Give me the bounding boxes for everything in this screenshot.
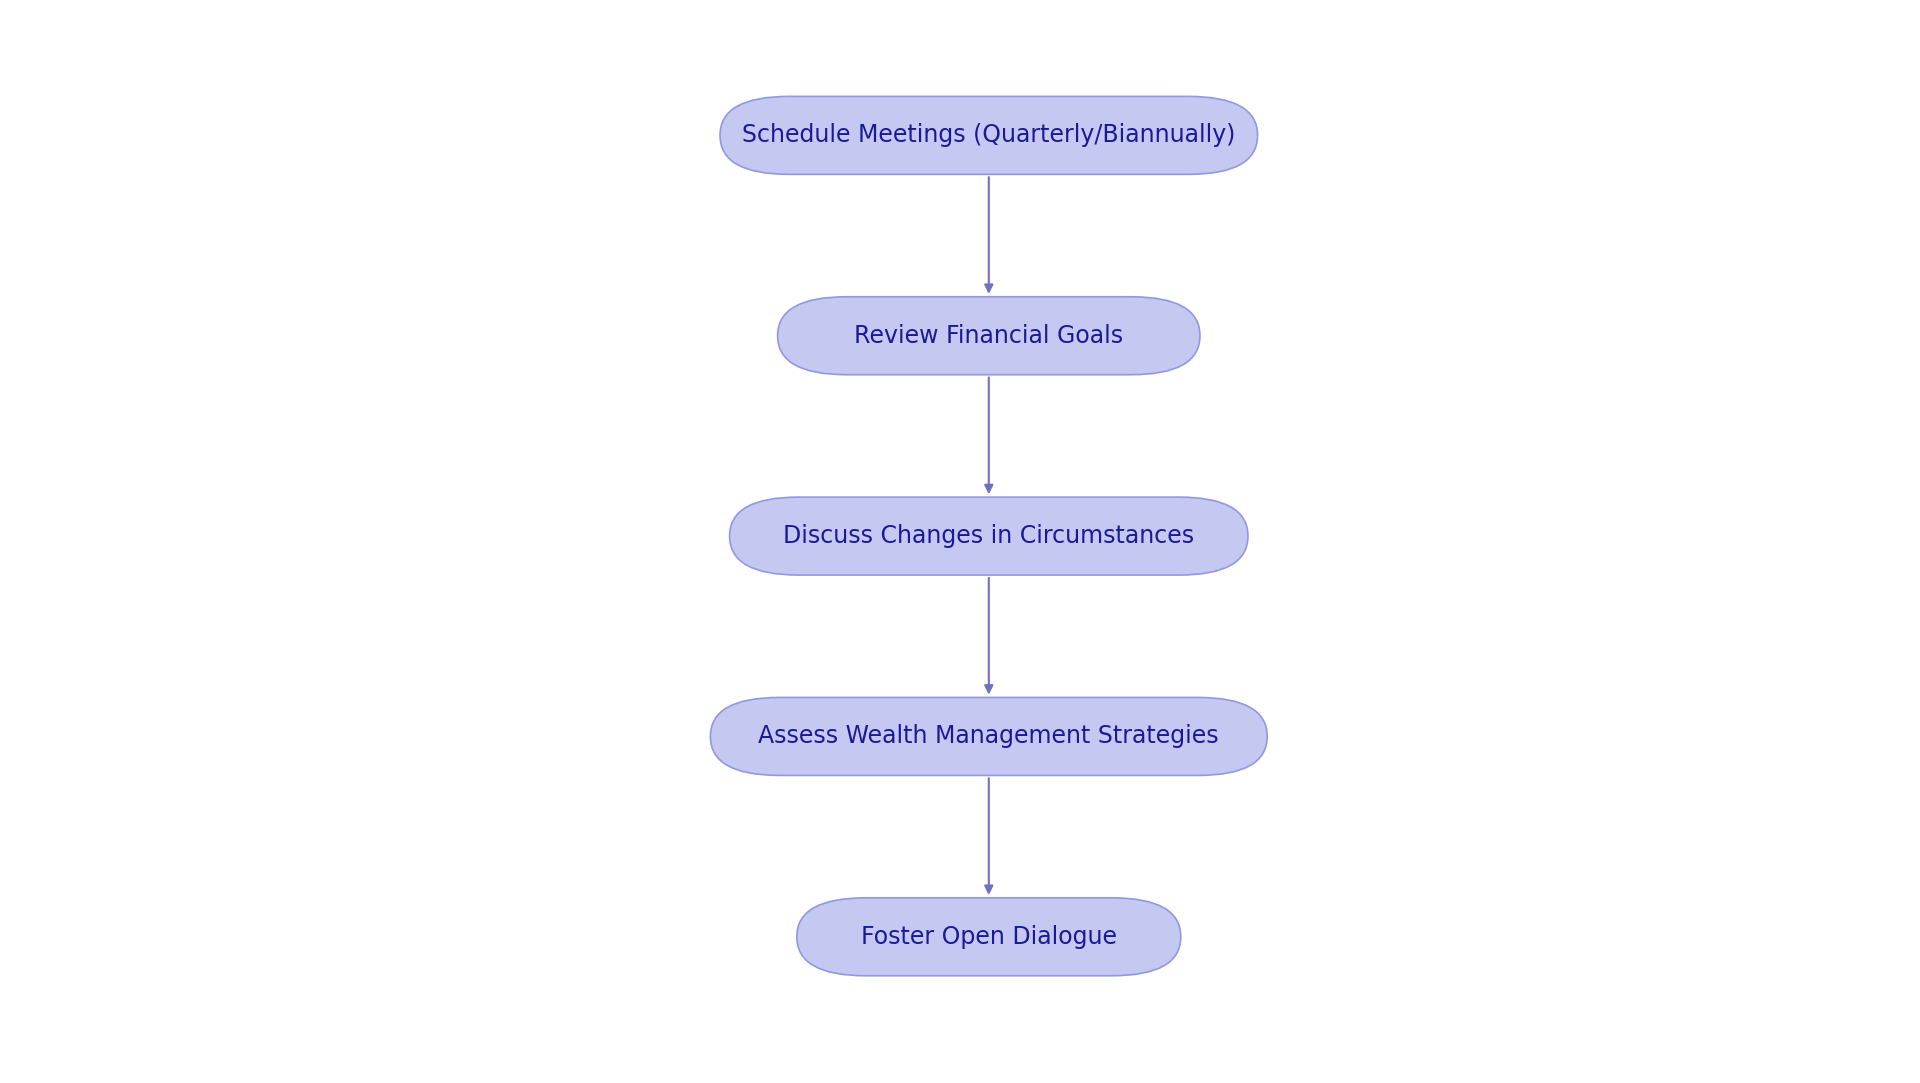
FancyBboxPatch shape xyxy=(720,96,1258,174)
Text: Assess Wealth Management Strategies: Assess Wealth Management Strategies xyxy=(758,725,1219,748)
FancyBboxPatch shape xyxy=(730,497,1248,575)
FancyBboxPatch shape xyxy=(797,898,1181,976)
FancyBboxPatch shape xyxy=(778,297,1200,375)
Text: Schedule Meetings (Quarterly/Biannually): Schedule Meetings (Quarterly/Biannually) xyxy=(743,123,1235,147)
Text: Review Financial Goals: Review Financial Goals xyxy=(854,324,1123,348)
FancyBboxPatch shape xyxy=(710,697,1267,775)
Text: Discuss Changes in Circumstances: Discuss Changes in Circumstances xyxy=(783,524,1194,548)
Text: Foster Open Dialogue: Foster Open Dialogue xyxy=(860,925,1117,949)
